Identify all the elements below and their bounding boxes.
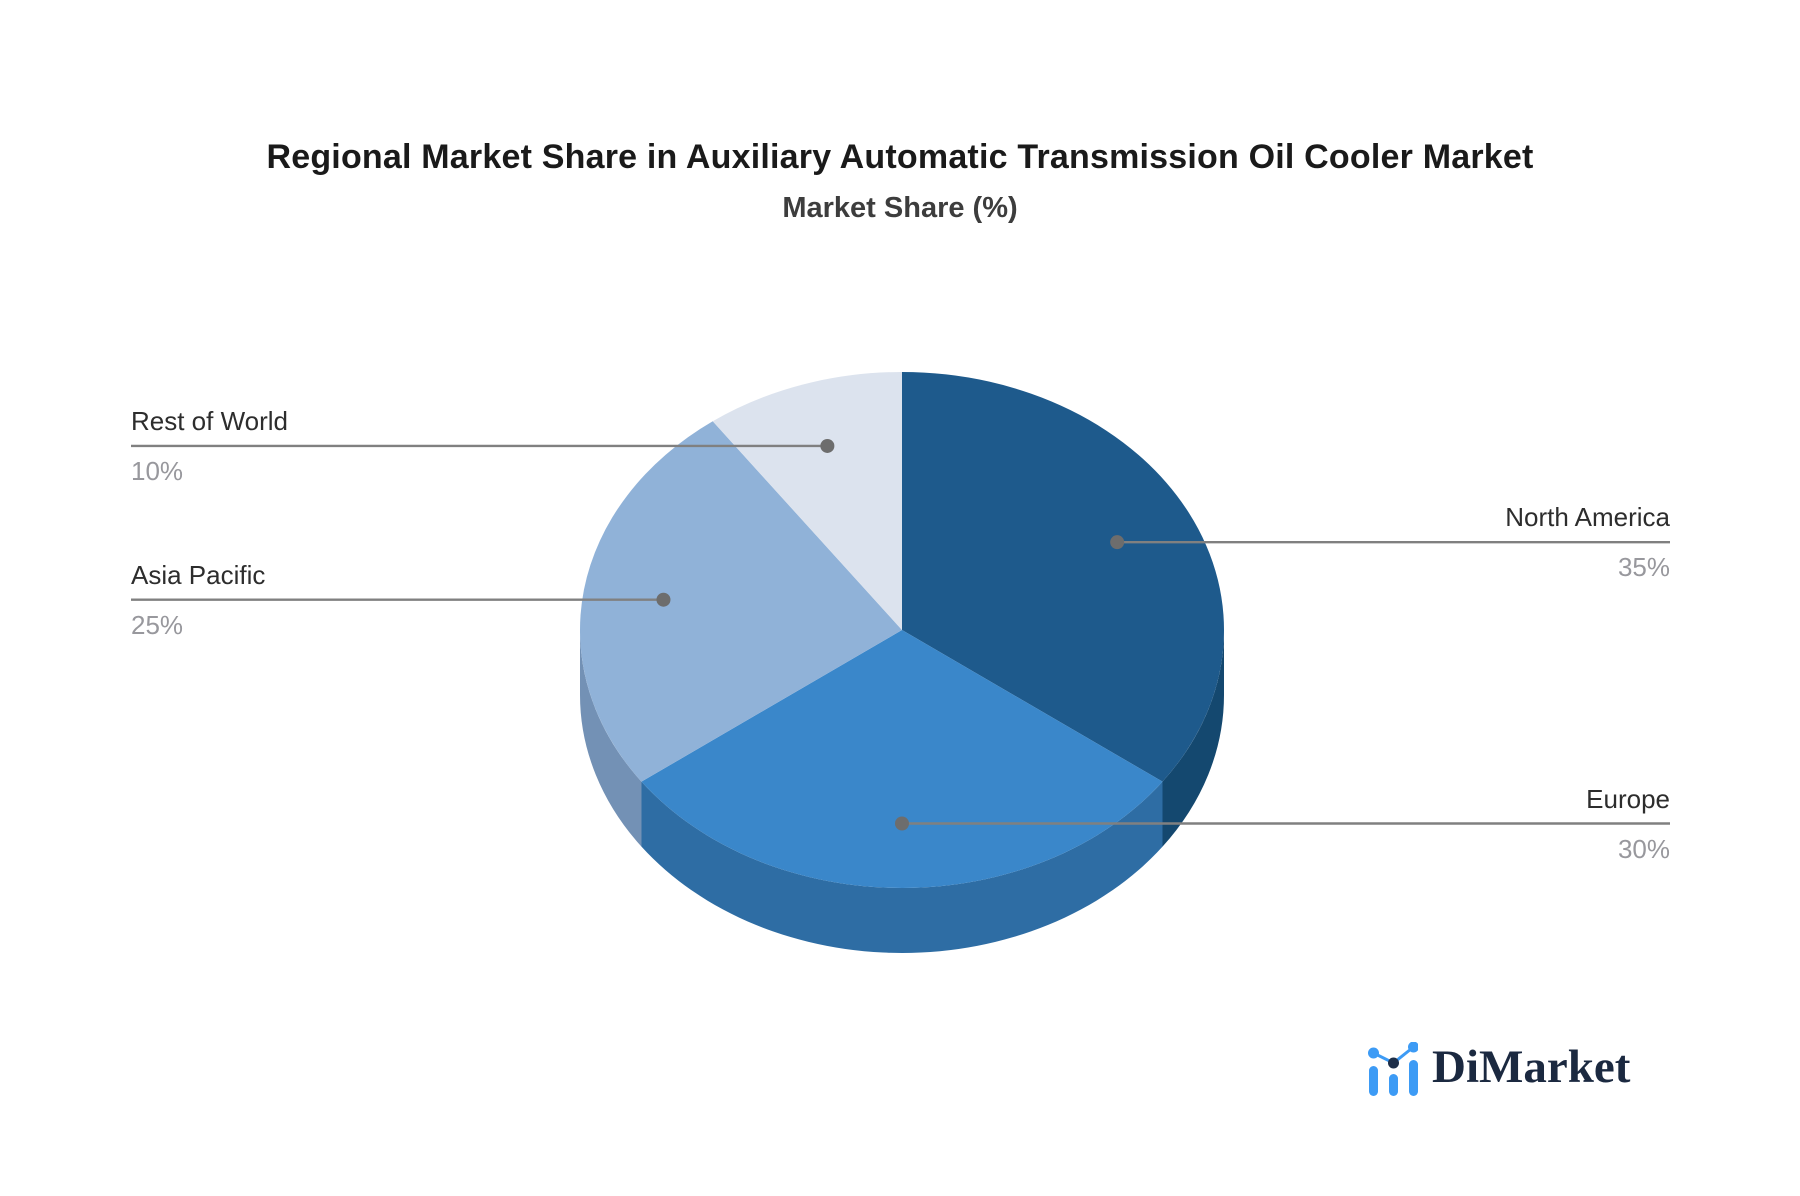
logo-bar-2	[1389, 1074, 1398, 1096]
logo-bar-3	[1409, 1060, 1418, 1096]
pie-slice-side-europe	[641, 781, 1163, 953]
logo-bar-1	[1369, 1066, 1378, 1096]
logo-dot-1	[1368, 1047, 1379, 1059]
leader-dot-north-america	[1110, 535, 1125, 550]
logo-dot-2	[1388, 1057, 1399, 1069]
chart-subtitle: Market Share (%)	[782, 192, 1018, 224]
chart-title: Regional Market Share in Auxiliary Autom…	[266, 138, 1534, 176]
leader-dot-asia-pacific	[656, 592, 671, 607]
leader-dot-rest-of-world	[820, 438, 835, 453]
pie-slice-asia-pacific[interactable]	[580, 421, 902, 782]
pie-slice-side-north-america	[1162, 630, 1224, 847]
brand-logo: DiMarket	[1368, 1038, 1630, 1096]
pie-slice-rest-of-world[interactable]	[712, 372, 902, 630]
logo-dot-3	[1408, 1042, 1418, 1053]
pie-slice-side-asia-pacific	[580, 630, 642, 847]
brand-name: DiMarket	[1432, 1041, 1631, 1093]
leader-dot-europe	[895, 816, 909, 831]
bar-chart-logo-icon	[1368, 1042, 1418, 1096]
pie-slice-north-america[interactable]	[902, 372, 1224, 782]
